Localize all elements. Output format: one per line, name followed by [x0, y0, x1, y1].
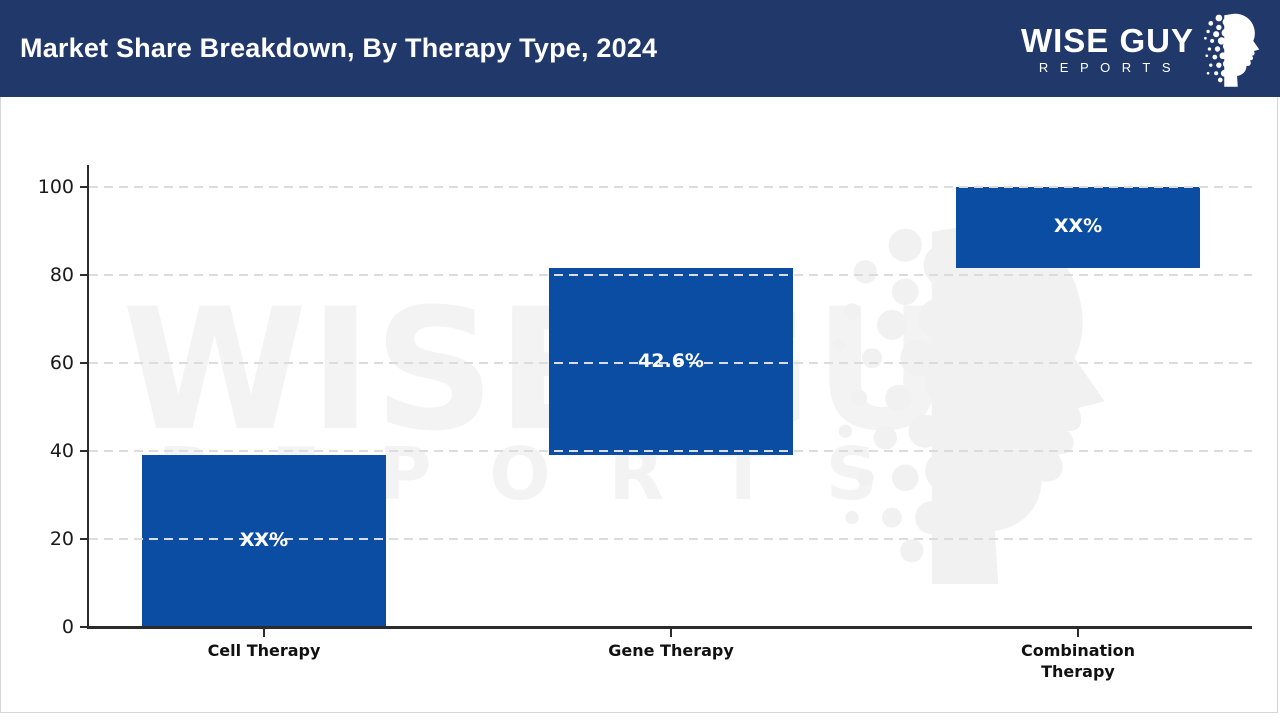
x-axis-label: Cell Therapy: [207, 641, 321, 660]
x-axis-label: Gene Therapy: [608, 641, 734, 660]
y-tick: [80, 362, 88, 364]
brand-name: WISE GUY: [1020, 21, 1194, 59]
y-tick-label: 80: [49, 264, 74, 286]
brand-logo: WISE GUY REPORTS: [1021, 7, 1262, 91]
y-tick-label: 0: [61, 616, 74, 638]
wiseguy-head-icon: [1204, 13, 1260, 87]
bar-combination-therapy: [956, 187, 1200, 268]
y-tick-label: 100: [37, 176, 74, 198]
y-axis-spine: [87, 165, 89, 629]
chart-title: Market Share Breakdown, By Therapy Type,…: [20, 33, 658, 63]
gridline: [89, 538, 1252, 540]
bar-gene-therapy: [549, 267, 793, 456]
watermark-text-secondary: REPORTS: [158, 432, 936, 516]
bar-value-label: 42.6%: [638, 349, 704, 372]
watermark-text-primary: WISE GUY: [122, 272, 1077, 468]
x-tick: [263, 629, 265, 637]
y-tick: [80, 538, 88, 540]
watermark-head-icon: [832, 224, 1105, 584]
header-bar: Market Share Breakdown, By Therapy Type,…: [0, 0, 1280, 97]
y-tick: [80, 450, 88, 452]
brand-subtitle: REPORTS: [1038, 59, 1183, 75]
x-tick: [670, 629, 672, 637]
bar-value-label: XX%: [1053, 215, 1103, 238]
y-tick: [80, 626, 88, 628]
y-tick-label: 20: [49, 528, 74, 550]
x-tick: [1077, 629, 1079, 637]
y-tick-label: 60: [49, 352, 74, 374]
gridline: [89, 274, 1252, 276]
gridline: [89, 362, 1252, 364]
y-tick: [80, 274, 88, 276]
bar-value-label: XX%: [239, 529, 289, 552]
gridline: [89, 186, 1252, 188]
bar-cell-therapy: [142, 455, 386, 627]
gridline: [89, 450, 1252, 452]
brand-wordmark: WISE GUY REPORTS: [1021, 24, 1194, 74]
y-tick: [80, 186, 88, 188]
x-axis-spine: [87, 626, 1252, 629]
y-tick-label: 40: [49, 440, 74, 462]
chart-area-border: [0, 97, 1278, 713]
x-axis-label: Combination Therapy: [1020, 641, 1136, 681]
